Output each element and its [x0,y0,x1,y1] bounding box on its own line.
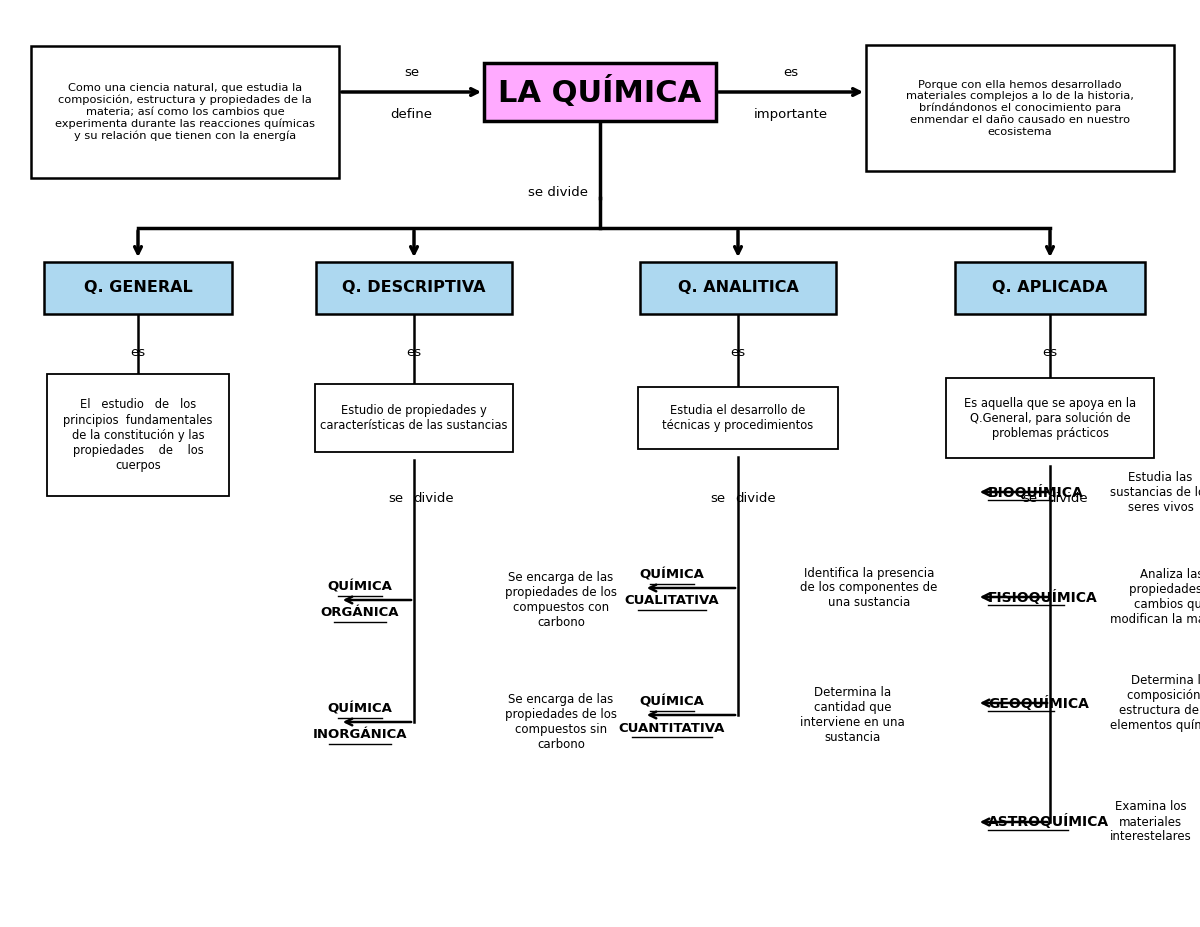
Text: Examina los
materiales
interestelares: Examina los materiales interestelares [1110,801,1192,844]
Text: divide: divide [736,491,776,504]
FancyBboxPatch shape [638,387,838,449]
Text: Estudio de propiedades y
características de las sustancias: Estudio de propiedades y características… [320,404,508,432]
Text: QUÍMICA: QUÍMICA [640,568,704,581]
Text: Es aquella que se apoya en la
Q.General, para solución de
problemas prácticos: Es aquella que se apoya en la Q.General,… [964,397,1136,439]
Text: Determina la
cantidad que
interviene en una
sustancia: Determina la cantidad que interviene en … [800,686,905,744]
FancyBboxPatch shape [955,262,1145,314]
Text: se: se [710,491,726,504]
Text: CUALITATIVA: CUALITATIVA [625,594,719,607]
Text: Q. APLICADA: Q. APLICADA [992,281,1108,296]
FancyBboxPatch shape [47,374,229,496]
Text: GEOQUÍMICA: GEOQUÍMICA [988,695,1088,710]
Text: QUÍMICA: QUÍMICA [328,703,392,716]
Text: es: es [731,346,745,359]
FancyBboxPatch shape [31,46,340,178]
Text: se: se [404,66,419,79]
FancyBboxPatch shape [316,262,512,314]
Text: Estudia el desarrollo de
técnicas y procedimientos: Estudia el desarrollo de técnicas y proc… [662,404,814,432]
Text: es: es [407,346,421,359]
Text: CUANTITATIVA: CUANTITATIVA [619,721,725,734]
Text: Identifica la presencia
de los componentes de
una sustancia: Identifica la presencia de los component… [800,566,937,609]
Text: Q. ANALITICA: Q. ANALITICA [678,281,798,296]
FancyBboxPatch shape [946,378,1154,458]
Text: Determina la
composición y
estructura de los
elementos químicos: Determina la composición y estructura de… [1110,674,1200,732]
Text: importante: importante [754,108,828,121]
Text: ASTROQUÍMICA: ASTROQUÍMICA [988,815,1109,830]
FancyBboxPatch shape [44,262,232,314]
Text: QUÍMICA: QUÍMICA [328,580,392,593]
Text: es: es [131,346,145,359]
FancyBboxPatch shape [866,45,1174,171]
Text: Se encarga de las
propiedades de los
compuestos con
carbono: Se encarga de las propiedades de los com… [505,571,617,629]
Text: BIOQUÍMICA: BIOQUÍMICA [988,485,1084,500]
Text: Q. DESCRIPTIVA: Q. DESCRIPTIVA [342,281,486,296]
Text: Analiza las
propiedades y
cambios que
modifican la materia: Analiza las propiedades y cambios que mo… [1110,568,1200,626]
Text: se: se [389,491,403,504]
Text: INORGÁNICA: INORGÁNICA [313,729,407,742]
Text: FISIOQUÍMICA: FISIOQUÍMICA [988,590,1098,604]
Text: se: se [1022,491,1038,504]
Text: define: define [390,108,432,121]
Text: Porque con ella hemos desarrollado
materiales complejos a lo de la historia,
brí: Porque con ella hemos desarrollado mater… [906,80,1134,136]
FancyBboxPatch shape [314,384,514,452]
Text: Q. GENERAL: Q. GENERAL [84,281,192,296]
Text: ORGÁNICA: ORGÁNICA [320,606,400,619]
Text: se divide: se divide [528,185,588,198]
Text: es: es [784,66,798,79]
Text: QUÍMICA: QUÍMICA [640,695,704,708]
Text: divide: divide [414,491,455,504]
Text: Como una ciencia natural, que estudia la
composición, estructura y propiedades d: Como una ciencia natural, que estudia la… [55,83,314,142]
Text: es: es [1043,346,1057,359]
Text: divide: divide [1048,491,1088,504]
Text: LA QUÍMICA: LA QUÍMICA [498,76,702,108]
FancyBboxPatch shape [640,262,836,314]
Text: Se encarga de las
propiedades de los
compuestos sin
carbono: Se encarga de las propiedades de los com… [505,693,617,751]
Text: El   estudio   de   los
principios  fundamentales
de la constitución y las
propi: El estudio de los principios fundamental… [64,399,212,472]
FancyBboxPatch shape [484,63,716,121]
Text: Estudia las
sustancias de los
seres vivos: Estudia las sustancias de los seres vivo… [1110,471,1200,514]
